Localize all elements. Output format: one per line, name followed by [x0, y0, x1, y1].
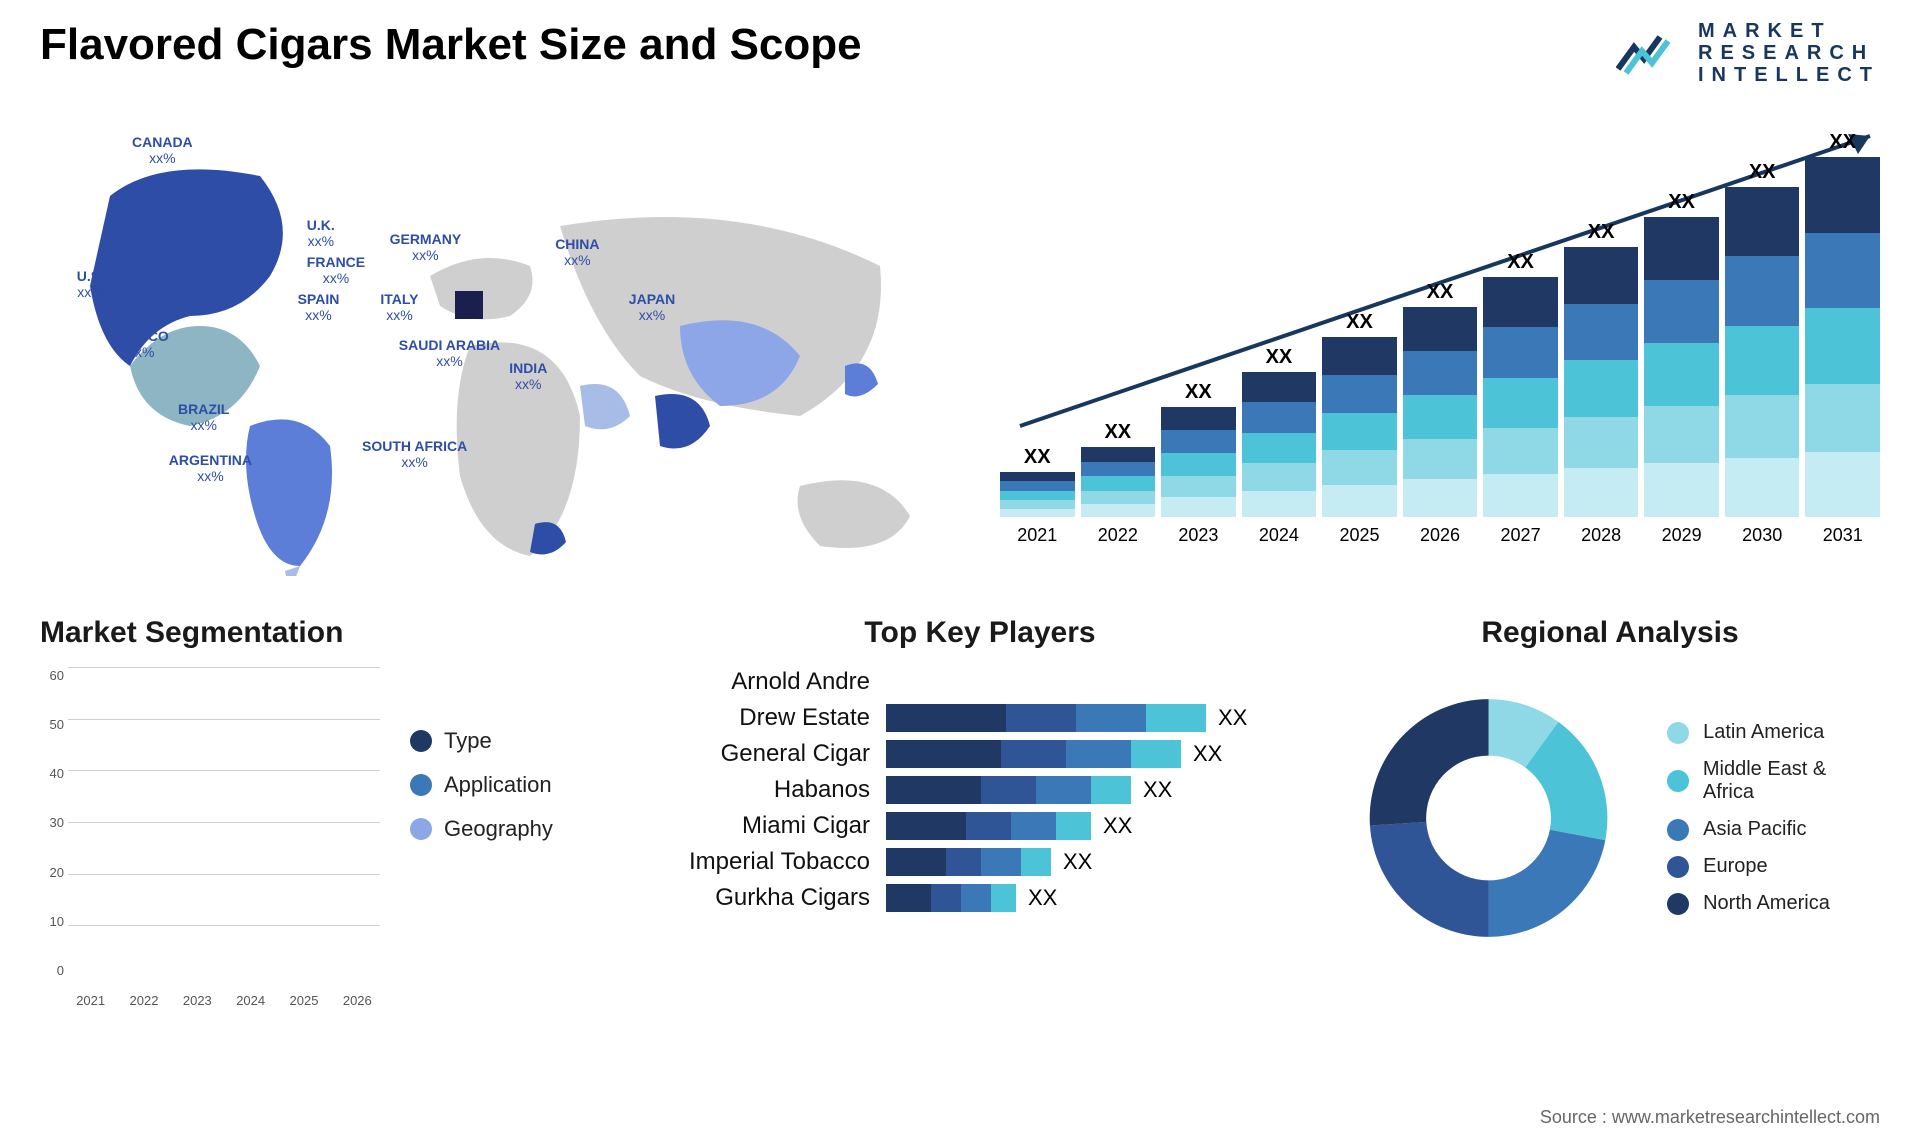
country-label: U.K.xx% [307, 217, 335, 249]
forecast-bar: XX2031 [1805, 157, 1880, 546]
country-label: SPAINxx% [298, 291, 340, 323]
player-row: Drew EstateXX [660, 704, 1300, 732]
forecast-bar: XX2021 [1000, 472, 1075, 546]
country-label: U.S.xx% [77, 268, 104, 300]
header: Flavored Cigars Market Size and Scope MA… [40, 20, 1880, 86]
logo-text: MARKET RESEARCH INTELLECT [1698, 20, 1880, 86]
logo: MARKET RESEARCH INTELLECT [1616, 20, 1880, 86]
legend-item: Asia Pacific [1667, 818, 1880, 841]
segmentation-chart: 6050403020100 202120222023202420252026 T… [40, 668, 620, 1008]
legend-item: Latin America [1667, 721, 1880, 744]
player-row: Arnold Andre [660, 668, 1300, 696]
country-label: CANADAxx% [132, 134, 193, 166]
top-row: CANADAxx% U.S.xx% MEXICOxx% BRAZILxx% ARGENT… [40, 116, 1880, 576]
forecast-bar: XX2029 [1644, 217, 1719, 546]
country-label: SOUTH AFRICAxx% [362, 438, 467, 470]
players-list: Arnold Andre Drew EstateXX General CigarXX… [660, 668, 1300, 912]
forecast-chart: XX2021XX2022XX2023XX2024XX2025XX2026XX20… [1000, 116, 1880, 576]
source-text: Source : www.marketresearchintellect.com [1540, 1107, 1880, 1128]
country-label: BRAZILxx% [178, 401, 229, 433]
player-row: General CigarXX [660, 740, 1300, 768]
forecast-bar: XX2026 [1403, 307, 1478, 546]
player-row: Miami CigarXX [660, 812, 1300, 840]
regional-section: Regional Analysis Latin America Middle Ea… [1340, 616, 1880, 1008]
forecast-bar: XX2025 [1322, 337, 1397, 546]
world-map: CANADAxx% U.S.xx% MEXICOxx% BRAZILxx% ARGENT… [40, 116, 960, 576]
regional-legend: Latin America Middle East & Africa Asia Pa… [1667, 721, 1880, 915]
donut-slice [1489, 830, 1606, 937]
segmentation-title: Market Segmentation [40, 616, 620, 650]
players-title: Top Key Players [660, 616, 1300, 650]
donut-slice [1370, 822, 1489, 937]
legend-item: Europe [1667, 855, 1880, 878]
forecast-bar: XX2027 [1483, 277, 1558, 546]
page-title: Flavored Cigars Market Size and Scope [40, 20, 862, 70]
legend-item: Middle East & Africa [1667, 758, 1880, 804]
country-label: MEXICOxx% [114, 328, 169, 360]
segmentation-section: Market Segmentation 6050403020100 202120… [40, 616, 620, 1008]
regional-title: Regional Analysis [1340, 616, 1880, 650]
bottom-row: Market Segmentation 6050403020100 202120… [40, 616, 1880, 1008]
player-row: Gurkha CigarsXX [660, 884, 1300, 912]
donut-slice [1370, 699, 1489, 825]
regional-donut-chart [1340, 668, 1637, 968]
players-section: Top Key Players Arnold Andre Drew EstateX… [660, 616, 1300, 1008]
forecast-bar: XX2022 [1081, 447, 1156, 546]
country-label: INDIAxx% [509, 360, 547, 392]
country-label: GERMANYxx% [390, 231, 462, 263]
country-label: CHINAxx% [555, 236, 599, 268]
player-row: Imperial TobaccoXX [660, 848, 1300, 876]
player-row: HabanosXX [660, 776, 1300, 804]
legend-item: North America [1667, 892, 1880, 915]
forecast-bar: XX2023 [1161, 407, 1236, 546]
country-label: FRANCExx% [307, 254, 365, 286]
legend-item: Type [410, 728, 553, 754]
segmentation-legend: Type Application Geography [410, 668, 553, 1008]
country-label: ARGENTINAxx% [169, 452, 252, 484]
legend-item: Application [410, 772, 553, 798]
forecast-bar: XX2030 [1725, 187, 1800, 546]
forecast-bar: XX2028 [1564, 247, 1639, 546]
logo-mark-icon [1616, 29, 1686, 77]
country-label: SAUDI ARABIAxx% [399, 337, 500, 369]
country-label: JAPANxx% [629, 291, 675, 323]
country-label: ITALYxx% [380, 291, 418, 323]
forecast-bar: XX2024 [1242, 372, 1317, 546]
legend-item: Geography [410, 816, 553, 842]
